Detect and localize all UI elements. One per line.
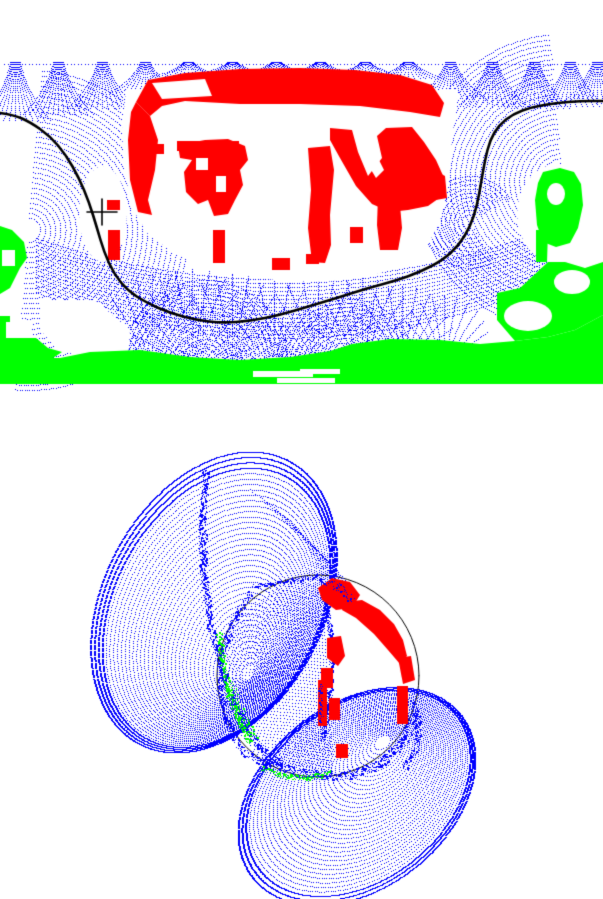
field-visualization-canvas [0, 0, 603, 899]
figure-stage [0, 0, 603, 899]
